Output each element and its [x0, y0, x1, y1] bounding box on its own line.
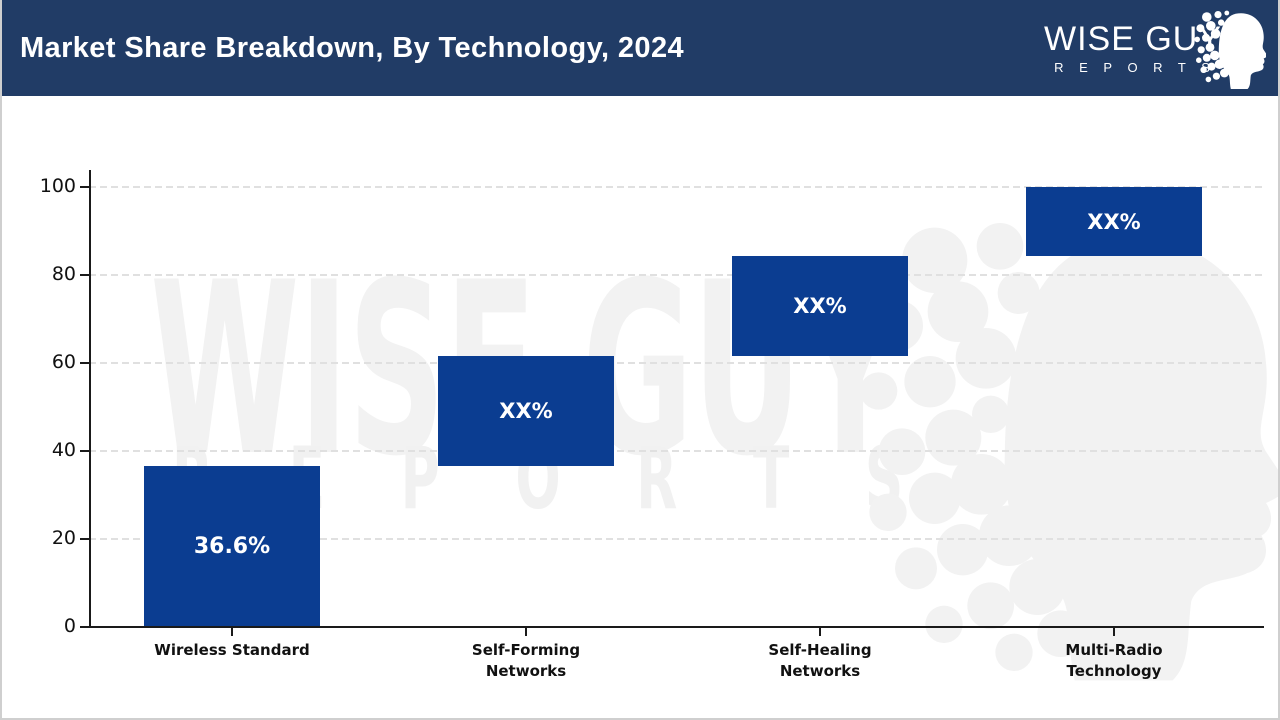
gridline-80 [89, 274, 1264, 276]
x-tick-self-healing-networks [819, 628, 821, 636]
x-category-label-self-healing-networks: Self-Healing Networks [768, 641, 872, 680]
bar-value-label-self-forming-networks: XX% [499, 398, 553, 423]
x-tick-wireless-standard [231, 628, 233, 636]
y-tick-40 [80, 450, 89, 452]
bar-value-label-self-healing-networks: XX% [793, 294, 847, 319]
y-tick-80 [80, 274, 89, 276]
bar-value-label-multi-radio-technology: XX% [1087, 209, 1141, 234]
wise-guy-logo: WISE GUY R E P O R T S [1016, 6, 1266, 92]
x-category-label-self-forming-networks: Self-Forming Networks [471, 641, 581, 680]
y-axis-line [89, 170, 91, 628]
logo-wordmark: WISE GUY [1044, 20, 1223, 58]
y-tick-label-60: 60 [51, 351, 76, 373]
gridline-20 [89, 538, 1264, 540]
y-tick-label-100: 100 [39, 175, 76, 197]
x-tick-self-forming-networks [525, 628, 527, 636]
y-tick-60 [80, 362, 89, 364]
y-tick-0 [80, 626, 89, 628]
logo-dotted-head-icon [1194, 10, 1266, 89]
y-tick-label-0: 0 [63, 615, 76, 637]
x-tick-multi-radio-technology [1113, 628, 1115, 636]
gridline-40 [89, 450, 1264, 452]
bar-self-healing-networks [732, 256, 908, 356]
watermark-dotted-head-icon [860, 220, 1278, 681]
bar-value-label-wireless-standard: 36.6% [193, 533, 271, 559]
gridline-100 [89, 186, 1264, 188]
x-axis-line [89, 626, 1264, 628]
logo-subtitle: R E P O R T S [1054, 60, 1216, 75]
logo-text: WISE GUY R E P O R T S [1044, 22, 1222, 75]
bar-wireless-standard [144, 465, 320, 627]
y-tick-label-40: 40 [51, 439, 76, 461]
y-tick-100 [80, 186, 89, 188]
header-bar: Market Share Breakdown, By Technology, 2… [2, 0, 1278, 96]
y-tick-20 [80, 538, 89, 540]
x-category-label-wireless-standard: Wireless Standard [154, 641, 310, 659]
gridline-60 [89, 362, 1264, 364]
bar-multi-radio-technology [1026, 187, 1202, 257]
y-tick-label-20: 20 [51, 527, 76, 549]
y-tick-label-80: 80 [51, 263, 76, 285]
chart-title: Market Share Breakdown, By Technology, 2… [20, 31, 685, 64]
x-category-label-multi-radio-technology: Multi-Radio Technology [1065, 641, 1163, 680]
bar-self-forming-networks [438, 355, 614, 466]
